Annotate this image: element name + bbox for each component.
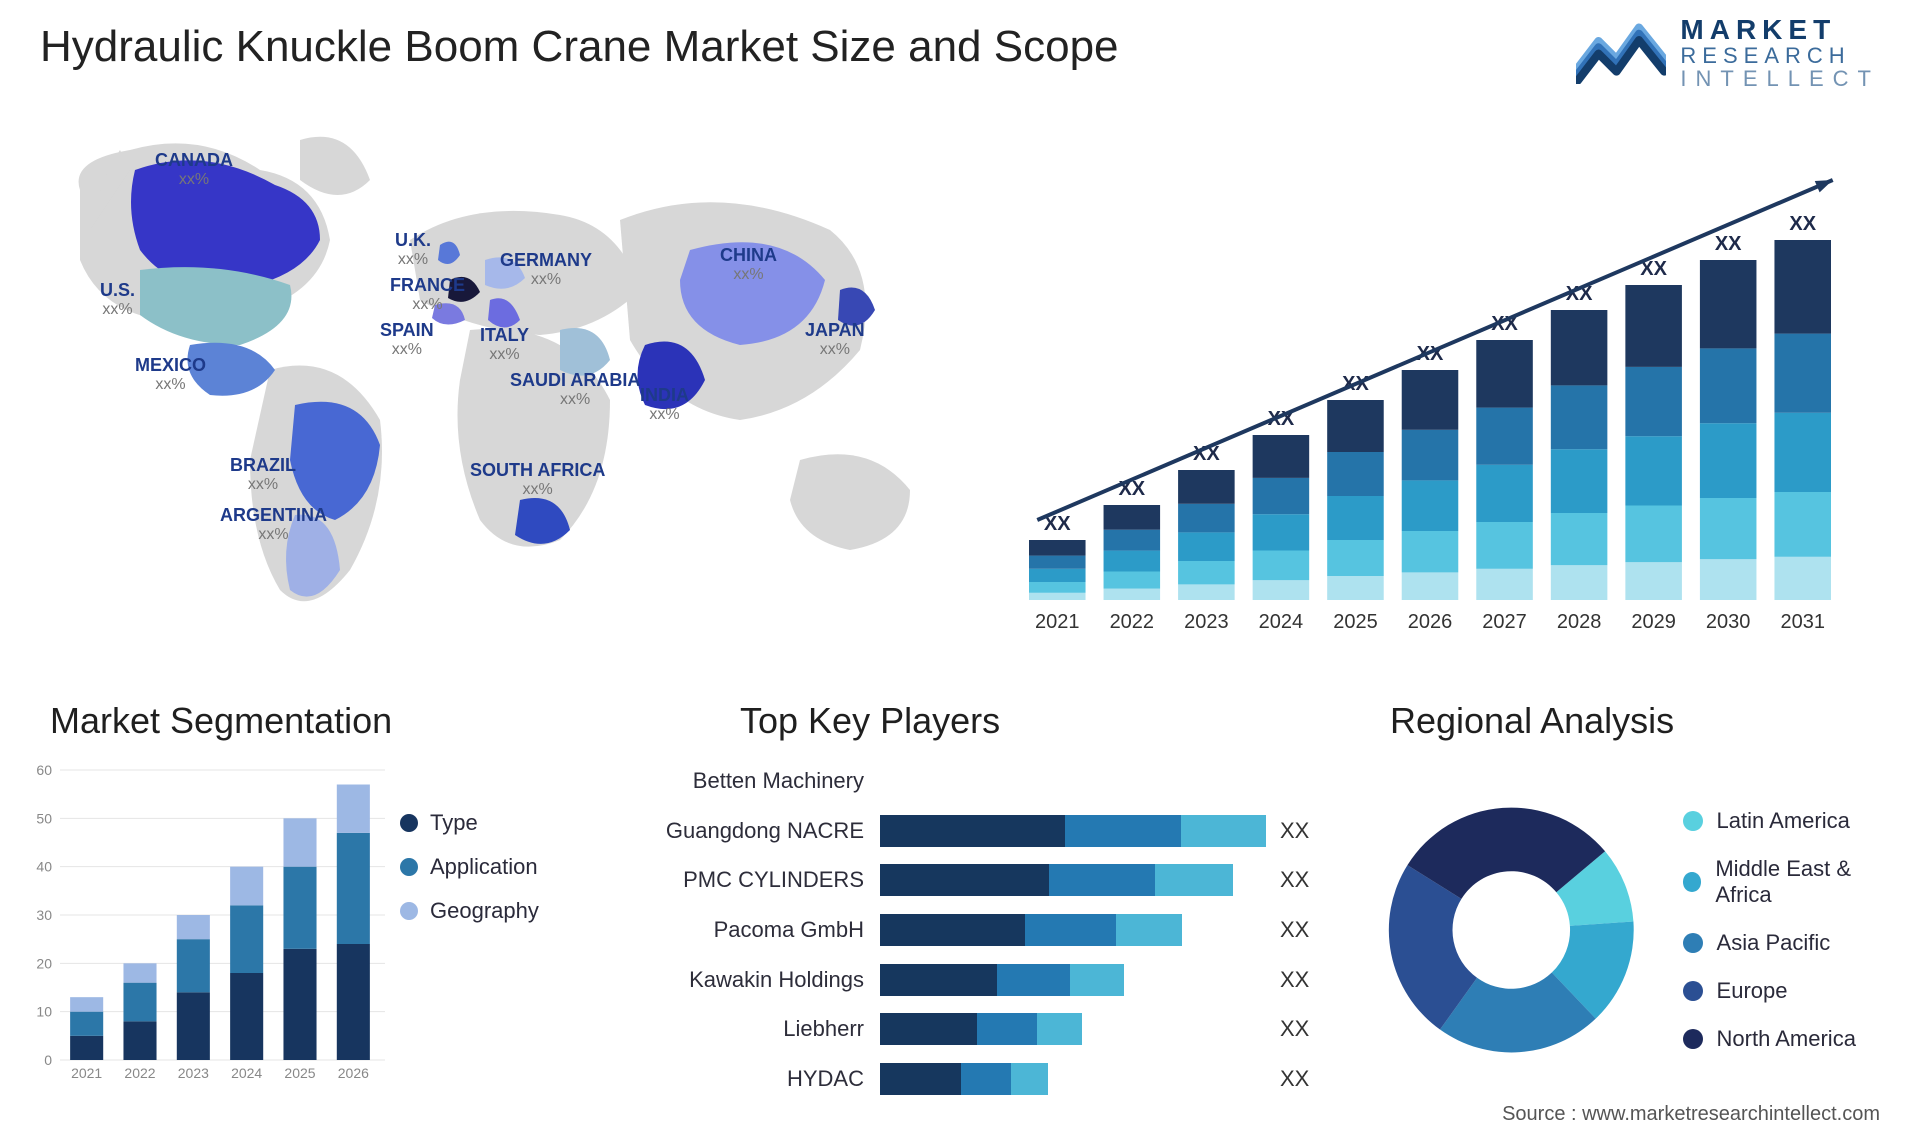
regional-legend-item: Middle East & Africa: [1683, 856, 1900, 908]
svg-text:50: 50: [36, 810, 52, 826]
svg-text:30: 30: [36, 907, 52, 923]
segmentation-legend-item: Type: [400, 810, 600, 836]
player-bar: [880, 765, 1268, 797]
svg-text:XX: XX: [1789, 213, 1816, 235]
svg-text:60: 60: [36, 762, 52, 778]
svg-text:10: 10: [36, 1004, 52, 1020]
player-bar: [880, 815, 1268, 847]
logo-text-1: MARKET: [1680, 15, 1880, 44]
segmentation-chart: 0 10 20 30 40 50 60 2021 2022 2023 2024 2025 2026: [20, 760, 390, 1090]
svg-text:XX: XX: [1715, 233, 1742, 255]
source-attribution: Source : www.marketresearchintellect.com: [1502, 1103, 1880, 1126]
svg-text:2022: 2022: [1110, 611, 1155, 633]
player-bar: [880, 1013, 1268, 1045]
svg-text:2023: 2023: [178, 1065, 209, 1081]
player-label: HYDAC: [620, 1066, 880, 1092]
player-bar: [880, 864, 1268, 896]
regional-legend-item: Europe: [1683, 978, 1900, 1004]
svg-text:2030: 2030: [1706, 611, 1751, 633]
player-value: XX: [1280, 1016, 1340, 1042]
key-players-chart: Betten MachineryGuangdong NACREXXPMC CYL…: [620, 760, 1340, 1100]
svg-text:2023: 2023: [1184, 611, 1229, 633]
player-bar: [880, 1063, 1268, 1095]
brand-logo: MARKET RESEARCH INTELLECT: [1576, 15, 1880, 91]
player-value: XX: [1280, 967, 1340, 993]
svg-text:2021: 2021: [1035, 611, 1080, 633]
player-bar: [880, 964, 1268, 996]
player-value: XX: [1280, 818, 1340, 844]
player-value: XX: [1280, 867, 1340, 893]
player-row: Betten Machinery: [620, 760, 1340, 802]
player-row: HYDAC XX: [620, 1058, 1340, 1100]
logo-text-3: INTELLECT: [1680, 67, 1880, 90]
market-size-chart: XX2021XX2022XX2023XX2024XX2025XX2026XX20…: [1000, 130, 1860, 650]
player-label: Pacoma GmbH: [620, 917, 880, 943]
svg-text:2028: 2028: [1557, 611, 1602, 633]
player-row: PMC CYLINDERS XX: [620, 859, 1340, 901]
player-row: Guangdong NACRE XX: [620, 810, 1340, 852]
player-row: Kawakin Holdings XX: [620, 959, 1340, 1001]
regional-legend-item: Latin America: [1683, 808, 1900, 834]
segmentation-title: Market Segmentation: [50, 700, 392, 742]
svg-text:2021: 2021: [71, 1065, 102, 1081]
players-title: Top Key Players: [740, 700, 1000, 742]
svg-text:2024: 2024: [1259, 611, 1304, 633]
svg-text:2029: 2029: [1631, 611, 1676, 633]
world-map: CANADAxx%U.S.xx%MEXICOxx%BRAZILxx%ARGENT…: [40, 120, 960, 640]
svg-text:2027: 2027: [1482, 611, 1527, 633]
svg-text:2026: 2026: [338, 1065, 369, 1081]
svg-text:40: 40: [36, 859, 52, 875]
logo-text-2: RESEARCH: [1680, 44, 1880, 67]
segmentation-legend-item: Geography: [400, 898, 600, 924]
player-row: Liebherr XX: [620, 1008, 1340, 1050]
svg-text:2031: 2031: [1780, 611, 1825, 633]
player-label: Kawakin Holdings: [620, 967, 880, 993]
player-label: PMC CYLINDERS: [620, 867, 880, 893]
segmentation-legend: Type Application Geography: [400, 810, 600, 942]
svg-text:2025: 2025: [284, 1065, 315, 1081]
player-label: Betten Machinery: [620, 768, 880, 794]
player-value: XX: [1280, 1066, 1340, 1092]
regional-title: Regional Analysis: [1390, 700, 1674, 742]
player-value: XX: [1280, 917, 1340, 943]
svg-text:2022: 2022: [124, 1065, 155, 1081]
player-row: Pacoma GmbH XX: [620, 909, 1340, 951]
regional-legend: Latin America Middle East & Africa Asia Pa…: [1683, 808, 1900, 1052]
page-title: Hydraulic Knuckle Boom Crane Market Size…: [40, 22, 1119, 72]
regional-legend-item: North America: [1683, 1026, 1900, 1052]
player-label: Liebherr: [620, 1016, 880, 1042]
svg-text:2026: 2026: [1408, 611, 1453, 633]
regional-legend-item: Asia Pacific: [1683, 930, 1900, 956]
svg-text:2024: 2024: [231, 1065, 262, 1081]
svg-text:20: 20: [36, 955, 52, 971]
svg-text:2025: 2025: [1333, 611, 1378, 633]
player-label: Guangdong NACRE: [620, 818, 880, 844]
logo-mark-icon: [1576, 16, 1666, 89]
player-bar: [880, 914, 1268, 946]
regional-donut: Latin America Middle East & Africa Asia Pa…: [1370, 760, 1900, 1100]
svg-text:0: 0: [44, 1052, 52, 1068]
segmentation-legend-item: Application: [400, 854, 600, 880]
